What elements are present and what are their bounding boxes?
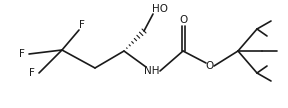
Text: O: O (179, 15, 187, 25)
Text: F: F (79, 20, 85, 30)
Text: F: F (19, 49, 25, 59)
Text: F: F (29, 68, 35, 78)
Text: HO: HO (152, 4, 168, 14)
Text: NH: NH (144, 66, 160, 76)
Text: O: O (206, 61, 214, 71)
